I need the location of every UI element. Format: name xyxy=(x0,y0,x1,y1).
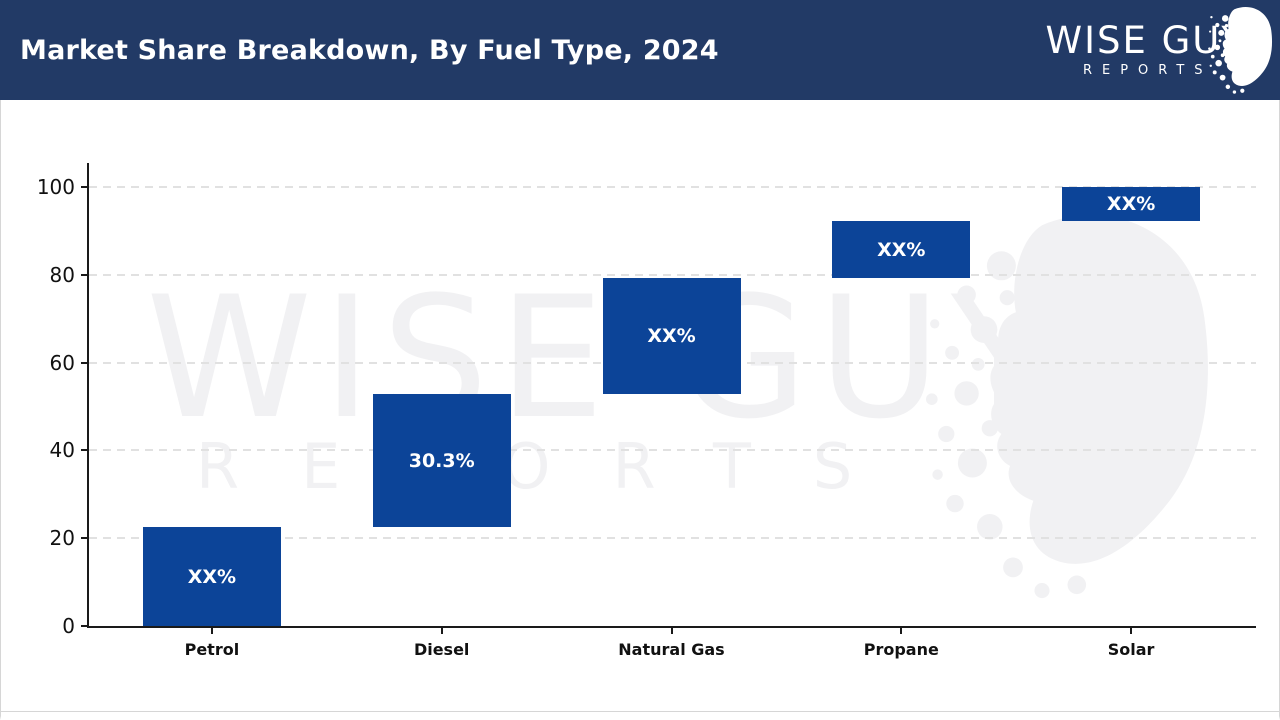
x-tick-mark xyxy=(440,626,443,634)
waterfall-chart: 0 20 40 60 80 100 XX% Petrol 30.3% Diesel XX% Natur… xyxy=(1,100,1279,716)
bar-solar: XX% xyxy=(1062,187,1201,222)
bar-value-label: 30.3% xyxy=(408,449,475,472)
gridline-40 xyxy=(89,449,1256,452)
y-tick-mark xyxy=(81,186,89,188)
x-tick-mark xyxy=(900,626,903,634)
y-axis-line xyxy=(87,163,89,628)
logo-subtitle: REPORTS xyxy=(1082,62,1213,78)
x-axis-line xyxy=(87,626,1256,628)
bar-value-label: XX% xyxy=(647,325,696,348)
chart-canvas: WISE GUY REPORTS 0 20 40 60 80 100 XX% Petrol 30… xyxy=(0,100,1280,720)
y-tick-mark xyxy=(81,273,89,276)
y-tick-mark xyxy=(81,625,89,627)
x-tick-label-5: Solar xyxy=(1107,640,1155,659)
bar-value-label: XX% xyxy=(877,238,926,261)
y-tick-label: 80 xyxy=(49,262,75,287)
x-tick-label-4: Propane xyxy=(863,640,939,659)
y-tick-label: 100 xyxy=(36,175,75,199)
bar-propane: XX% xyxy=(832,221,971,279)
x-tick-mark xyxy=(1130,626,1133,634)
x-tick-label-2: Diesel xyxy=(413,640,470,659)
x-tick-mark xyxy=(210,626,213,634)
x-tick-mark xyxy=(670,626,673,634)
bar-natural-gas: XX% xyxy=(602,278,741,395)
header-bar: Market Share Breakdown, By Fuel Type, 20… xyxy=(0,0,1280,100)
bar-diesel: 30.3% xyxy=(372,394,511,528)
gridline-20 xyxy=(89,537,1256,540)
chart-title: Market Share Breakdown, By Fuel Type, 20… xyxy=(20,34,719,66)
x-tick-label-1: Petrol xyxy=(184,640,240,659)
y-tick-mark xyxy=(81,537,89,540)
y-tick-label: 0 xyxy=(62,614,75,638)
gridline-100 xyxy=(89,186,1256,188)
bar-value-label: XX% xyxy=(1106,193,1156,216)
y-tick-mark xyxy=(81,361,89,364)
wiseguy-logo: WISE GUY REPORTS xyxy=(1046,4,1274,96)
wiseguy-logo-text: WISE GUY REPORTS xyxy=(1045,19,1246,78)
bar-value-label: XX% xyxy=(187,565,237,588)
logo-wordmark: WISE GUY xyxy=(1045,19,1246,63)
y-tick-label: 60 xyxy=(49,350,75,375)
gridline-80 xyxy=(89,273,1256,276)
y-tick-label: 40 xyxy=(49,438,75,463)
x-tick-label-3: Natural Gas xyxy=(618,640,725,659)
bar-petrol: XX% xyxy=(142,527,281,626)
y-tick-label: 20 xyxy=(49,526,75,551)
y-tick-mark xyxy=(81,449,89,452)
